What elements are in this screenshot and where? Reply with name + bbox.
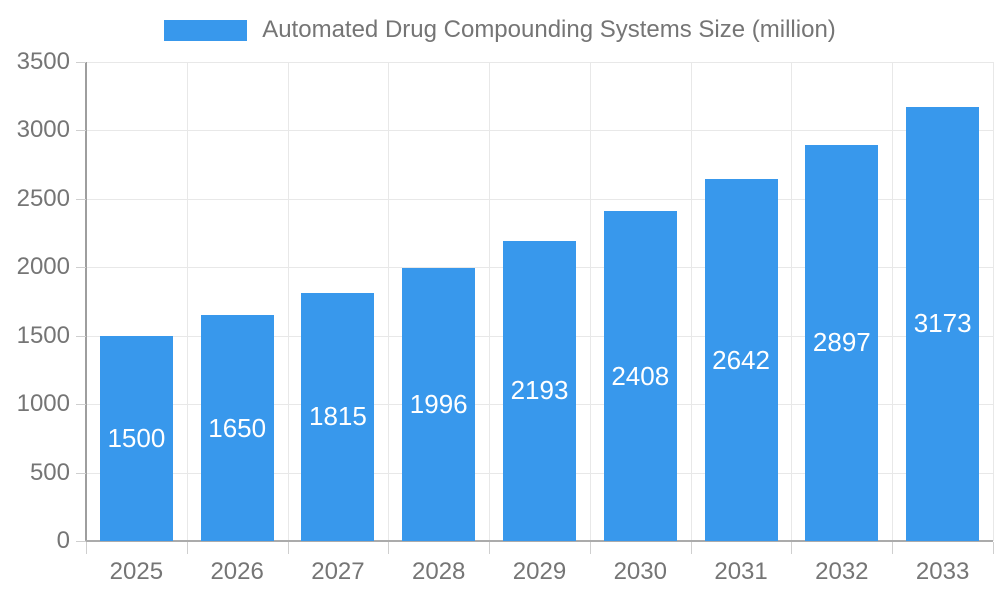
y-tick-label: 1500 (16, 321, 70, 349)
x-tick-label: 2032 (815, 558, 869, 585)
bar[interactable]: 2642 (704, 179, 778, 541)
bar-value-label: 1500 (107, 422, 166, 453)
v-gridline (186, 62, 188, 541)
legend: Automated Drug Compounding Systems Size … (0, 16, 1000, 44)
bar[interactable]: 2408 (603, 211, 677, 541)
y-tick-mark (76, 541, 86, 542)
x-tick-label: 2031 (714, 558, 768, 585)
v-gridline (993, 62, 994, 541)
h-gridline (86, 130, 993, 132)
bar-value-label: 3173 (913, 308, 972, 339)
v-gridline (892, 62, 894, 541)
x-tick-mark (489, 542, 491, 554)
x-tick-label: 2033 (915, 558, 970, 585)
y-axis-line (85, 62, 87, 541)
bar[interactable]: 2897 (805, 144, 879, 541)
y-tick-label: 3000 (16, 116, 70, 144)
bar-value-label: 2897 (812, 327, 871, 358)
x-tick-mark (993, 542, 994, 554)
y-tick-mark (76, 130, 86, 132)
v-gridline (287, 62, 289, 541)
x-tick-label: 2030 (613, 558, 667, 585)
bar[interactable]: 1650 (200, 315, 274, 541)
y-tick-mark (76, 267, 86, 269)
x-tick-mark (892, 542, 894, 554)
v-gridline (388, 62, 390, 541)
bar[interactable]: 1500 (99, 335, 173, 541)
y-tick-label: 0 (56, 527, 70, 554)
x-tick-mark (186, 542, 188, 554)
y-tick-label: 1000 (16, 390, 70, 418)
v-gridline (791, 62, 793, 541)
bar-value-label: 2193 (510, 375, 569, 406)
bar-value-label: 1815 (309, 401, 367, 432)
x-tick-mark (589, 542, 591, 554)
v-gridline (690, 62, 692, 541)
y-tick-mark (76, 404, 86, 406)
bar[interactable]: 2193 (503, 240, 576, 541)
bar-value-label: 2408 (611, 360, 670, 391)
x-tick-label: 2029 (512, 558, 567, 585)
h-gridline (86, 198, 993, 200)
y-tick-mark (76, 335, 86, 337)
x-tick-label: 2026 (210, 558, 264, 585)
bar[interactable]: 1996 (402, 267, 476, 541)
y-tick-label: 2500 (16, 184, 70, 212)
y-tick-mark (76, 198, 86, 200)
x-tick-mark (86, 542, 87, 554)
x-tick-mark (388, 542, 390, 554)
y-tick-label: 3500 (16, 48, 70, 75)
x-tick-label: 2027 (311, 558, 365, 585)
legend-swatch-icon (164, 19, 248, 41)
x-axis-line (85, 540, 993, 542)
bar-value-label: 1650 (208, 412, 267, 443)
legend-label: Automated Drug Compounding Systems Size … (262, 16, 836, 43)
h-gridline (86, 62, 993, 63)
y-tick-mark (76, 62, 86, 63)
y-tick-mark (76, 472, 86, 474)
x-tick-mark (287, 542, 289, 554)
x-tick-mark (791, 542, 793, 554)
bar[interactable]: 3173 (906, 106, 980, 541)
bar[interactable]: 1815 (301, 292, 375, 541)
v-gridline (589, 62, 591, 541)
y-tick-label: 500 (29, 458, 70, 486)
x-tick-mark (690, 542, 692, 554)
v-gridline (489, 62, 491, 541)
y-tick-label: 2000 (16, 253, 70, 281)
bar-value-label: 2642 (712, 344, 770, 375)
x-tick-label: 2028 (412, 558, 466, 585)
legend-item[interactable]: Automated Drug Compounding Systems Size … (164, 16, 836, 44)
x-tick-label: 2025 (109, 558, 164, 585)
plot-area: 1500 1650 1815 1996 2193 2408 2642 2897 3173 (85, 62, 994, 542)
bar-value-label: 1996 (409, 388, 468, 419)
